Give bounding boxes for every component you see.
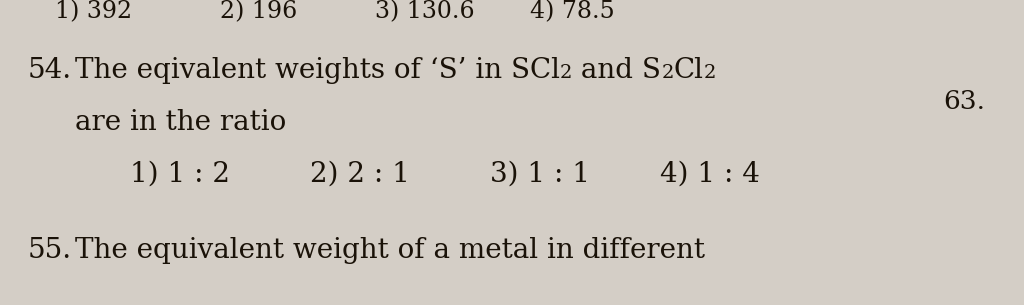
Text: and S: and S: [572, 57, 662, 84]
Text: 4) 1 : 4: 4) 1 : 4: [660, 161, 760, 188]
Text: The equivalent weight of a metal in different: The equivalent weight of a metal in diff…: [75, 237, 705, 264]
Text: The eqivalent weights of ‘S’ in SCl: The eqivalent weights of ‘S’ in SCl: [75, 57, 560, 84]
Text: 2: 2: [703, 64, 716, 82]
Text: 3) 1 : 1: 3) 1 : 1: [490, 161, 590, 188]
Text: Cl: Cl: [674, 57, 703, 84]
Text: are in the ratio: are in the ratio: [75, 109, 287, 136]
Text: 63.: 63.: [943, 89, 985, 114]
Text: 1) 1 : 2: 1) 1 : 2: [130, 161, 230, 188]
Text: 2) 2 : 1: 2) 2 : 1: [310, 161, 410, 188]
Text: 54.: 54.: [28, 57, 72, 84]
Text: 55.: 55.: [28, 237, 72, 264]
Text: 2: 2: [560, 64, 572, 82]
Text: 1) 392: 1) 392: [55, 0, 132, 23]
Text: 3) 130.6: 3) 130.6: [375, 0, 475, 23]
Text: 2: 2: [662, 64, 674, 82]
Text: 4) 78.5: 4) 78.5: [530, 0, 614, 23]
Text: 2) 196: 2) 196: [220, 0, 297, 23]
